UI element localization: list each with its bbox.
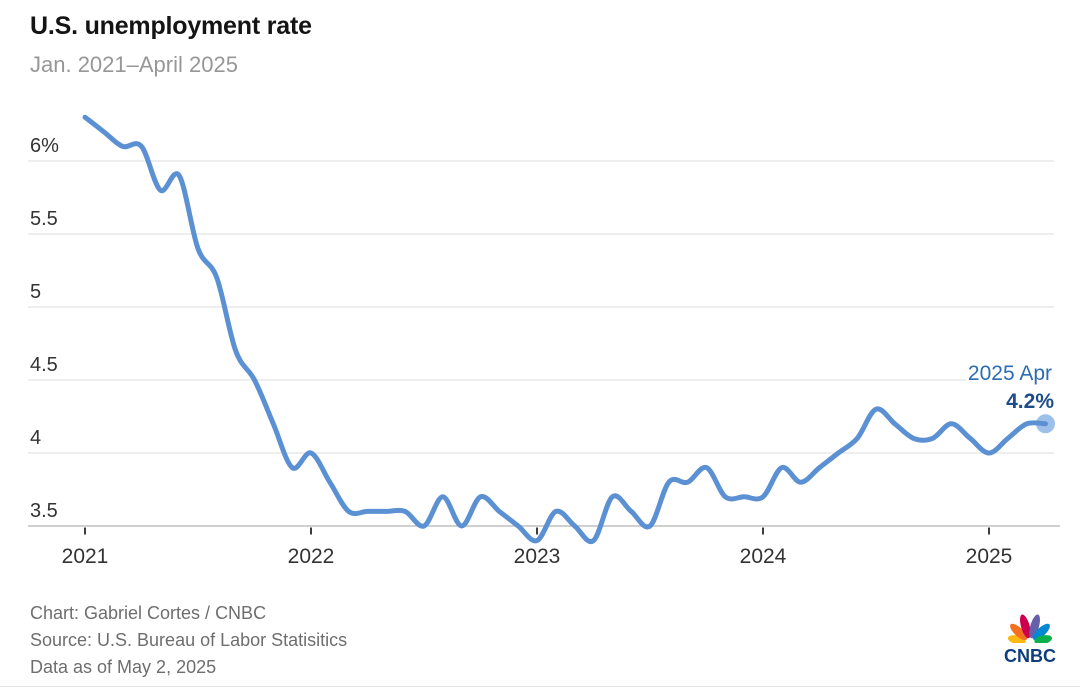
peacock-feather	[1029, 614, 1040, 639]
x-axis-label: 2021	[61, 545, 109, 568]
y-axis-label: 4.5	[30, 354, 58, 376]
footer-data-as-of: Data as of May 2, 2025	[30, 657, 217, 677]
peacock-feather	[1034, 635, 1053, 645]
x-axis-label: 2024	[739, 545, 787, 568]
peacock-feather	[1032, 623, 1050, 641]
x-axis-label: 2025	[965, 545, 1013, 568]
y-axis-label: 3.5	[30, 500, 58, 522]
footer-credit: Chart: Gabriel Cortes / CNBC	[30, 603, 267, 623]
y-axis-label: 6%	[30, 135, 59, 157]
footer-source: Source: U.S. Bureau of Labor Statisitics	[30, 630, 348, 650]
y-axis-label: 5	[30, 281, 42, 303]
nbc-peacock-icon	[1007, 614, 1053, 645]
unemployment-rate-line	[82, 114, 1048, 545]
chart-title: U.S. unemployment rate	[30, 12, 312, 40]
peacock-feather	[1010, 623, 1028, 641]
cnbc-logo: CNBC	[996, 611, 1064, 667]
cnbc-wordmark: CNBC	[1004, 646, 1056, 666]
x-axis-label: 2022	[287, 545, 335, 568]
chart-subtitle: Jan. 2021–April 2025	[30, 52, 238, 77]
chart-footer: Chart: Gabriel Cortes / CNBC Source: U.S…	[30, 600, 347, 681]
latest-value-annotation: 2025 Apr 4.2%	[965, 361, 1054, 415]
y-axis-label: 5.5	[30, 208, 58, 230]
x-axis-label: 2023	[513, 545, 561, 568]
y-axis-label: 4	[30, 427, 42, 449]
annotation-date-label: 2025 Apr	[965, 361, 1054, 387]
peacock-feather	[1020, 614, 1031, 639]
annotation-value-label: 4.2%	[1006, 390, 1054, 413]
